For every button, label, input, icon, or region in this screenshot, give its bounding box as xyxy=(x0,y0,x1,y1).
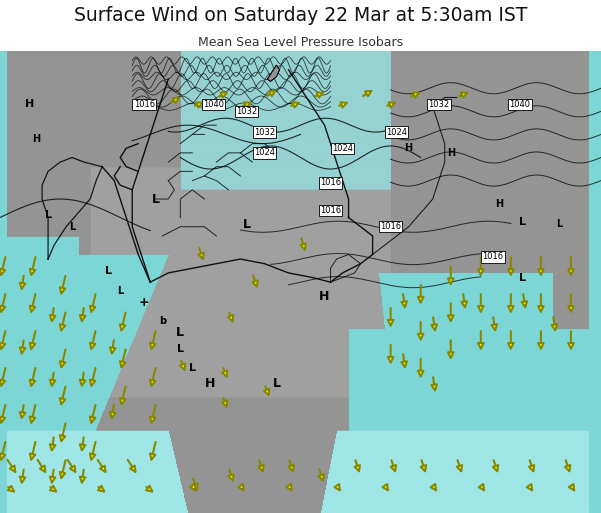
Text: L: L xyxy=(69,222,75,232)
Text: 1016: 1016 xyxy=(482,252,504,261)
Text: L: L xyxy=(242,218,251,231)
Text: +: + xyxy=(139,297,150,309)
Text: Surface Wind on Saturday 22 Mar at 5:30am IST: Surface Wind on Saturday 22 Mar at 5:30a… xyxy=(74,6,527,25)
Text: 1016: 1016 xyxy=(133,100,155,109)
Text: 1024: 1024 xyxy=(332,144,353,153)
Text: 1040: 1040 xyxy=(510,100,530,109)
Text: 1032: 1032 xyxy=(236,107,257,116)
Text: L: L xyxy=(117,286,123,297)
Polygon shape xyxy=(267,65,279,81)
Text: H: H xyxy=(447,148,455,158)
Text: L: L xyxy=(272,377,281,390)
Text: 1024: 1024 xyxy=(254,148,275,157)
Text: 1016: 1016 xyxy=(380,222,401,231)
Text: b: b xyxy=(159,317,166,326)
Text: L: L xyxy=(44,210,52,220)
Text: L: L xyxy=(519,217,526,227)
Text: L: L xyxy=(176,326,185,340)
Text: H: H xyxy=(495,199,503,209)
Text: H: H xyxy=(25,100,35,109)
Text: 1016: 1016 xyxy=(320,206,341,215)
Text: L: L xyxy=(189,363,196,372)
Text: L: L xyxy=(556,220,562,229)
Text: H: H xyxy=(205,377,216,390)
Text: L: L xyxy=(519,272,526,283)
Text: L: L xyxy=(105,266,112,275)
Text: 1032: 1032 xyxy=(254,128,275,136)
Text: L: L xyxy=(177,344,184,354)
Text: 1024: 1024 xyxy=(386,128,407,136)
Text: Mean Sea Level Pressure Isobars: Mean Sea Level Pressure Isobars xyxy=(198,35,403,49)
Text: L: L xyxy=(152,192,160,206)
Text: 1032: 1032 xyxy=(428,100,450,109)
Text: H: H xyxy=(319,289,330,303)
Text: H: H xyxy=(32,134,40,144)
Text: 1040: 1040 xyxy=(203,100,224,109)
Text: H: H xyxy=(404,143,413,153)
Text: 1016: 1016 xyxy=(320,179,341,187)
